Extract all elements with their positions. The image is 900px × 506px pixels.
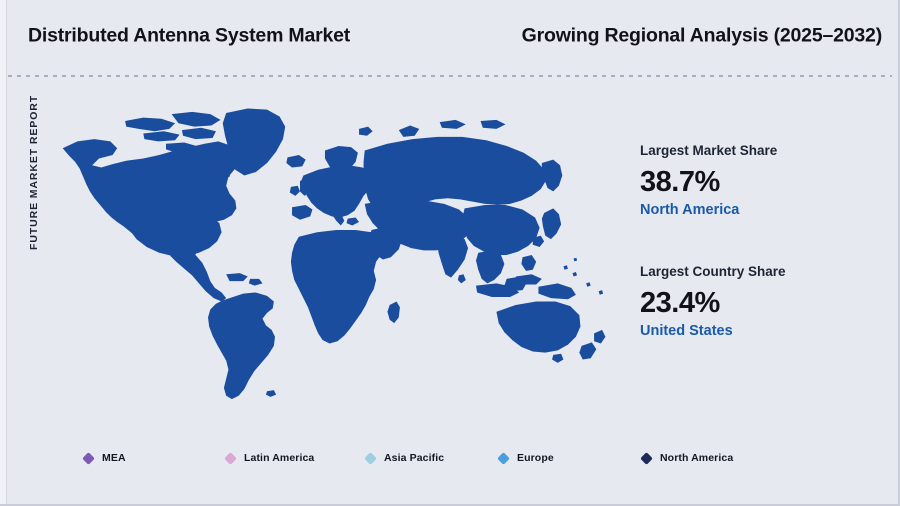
landmass-scandinavia: [324, 145, 358, 176]
stat-largest-country-share: Largest Country Share 23.4% United State…: [640, 264, 786, 339]
landmass-southeast-asia: [475, 250, 505, 284]
landmass-great-britain: [299, 176, 313, 196]
stat-value: 23.4%: [640, 287, 720, 319]
page-title: Distributed Antenna System Market: [28, 24, 351, 47]
legend-label: MEA: [102, 452, 126, 464]
landmass-japan-south: [532, 235, 545, 248]
legend-swatch-icon: [497, 451, 510, 465]
landmass-madagascar: [387, 301, 400, 324]
landmass-arctic-islands-3: [143, 131, 180, 142]
landmass-ireland: [289, 185, 300, 196]
landmass-kamchatka: [541, 159, 563, 192]
landmass-japan: [541, 208, 562, 240]
stat-value: 38.7%: [640, 166, 720, 198]
legend-item-europe[interactable]: Europe: [497, 448, 554, 468]
world-map-svg: [62, 108, 606, 400]
landmass-south-america: [208, 292, 276, 400]
landmass-africa: [290, 229, 387, 344]
landmass-severnaya: [480, 119, 506, 129]
landmass-new-zealand-s: [579, 342, 597, 360]
landmass-arctic-islands-7: [169, 158, 199, 169]
landmass-arctic-islands-6: [195, 147, 227, 158]
landmass-arctic-islands-4: [181, 127, 216, 140]
map-land-group: [62, 108, 606, 400]
landmass-europe: [301, 165, 374, 218]
landmass-arctic-islands-1: [125, 117, 176, 132]
legend-item-latin-america[interactable]: Latin America: [224, 448, 315, 468]
legend-item-mea[interactable]: MEA: [82, 448, 126, 468]
left-edge-strip: [0, 0, 7, 504]
landmass-russia: [363, 136, 547, 212]
map-legend: MEA Latin America Asia Pacific Europe No…: [82, 448, 784, 468]
landmass-east-asia: [462, 205, 540, 255]
stat-label: Largest Country Share: [640, 264, 786, 279]
landmass-arctic-islands-5: [165, 142, 197, 153]
legend-swatch-icon: [224, 451, 237, 465]
legend-label: North America: [660, 452, 734, 464]
landmass-philippines: [521, 254, 537, 271]
world-map: [58, 96, 626, 406]
landmass-borneo: [504, 276, 528, 292]
landmass-italy: [330, 206, 345, 226]
stat-region: United States: [640, 323, 733, 340]
landmass-iceland: [286, 155, 306, 168]
header: Distributed Antenna System Market Growin…: [8, 0, 898, 76]
landmass-arabia: [369, 226, 403, 260]
landmass-svalbard: [359, 126, 373, 136]
landmass-australia: [496, 301, 581, 353]
legend-item-asia-pacific[interactable]: Asia Pacific: [364, 448, 445, 468]
landmass-arctic-islands-2: [171, 111, 221, 127]
header-subtitle: Growing Regional Analysis (2025–2032): [521, 24, 883, 47]
landmass-new-zealand-n: [594, 329, 606, 344]
legend-label: Europe: [517, 452, 554, 464]
legend-label: Asia Pacific: [384, 452, 445, 464]
landmass-mexico: [169, 250, 227, 302]
landmass-falklands: [265, 390, 277, 397]
brand-watermark-label: FUTURE MARKET REPORT: [28, 94, 40, 250]
landmass-new-guinea: [538, 283, 576, 300]
landmass-caribbean-1: [226, 273, 248, 282]
legend-item-north-america[interactable]: North America: [640, 448, 734, 468]
landmass-sri-lanka: [457, 274, 466, 284]
landmass-usa-contiguous: [126, 212, 222, 257]
landmass-caribbean-2: [248, 278, 263, 286]
landmass-med-islands: [346, 217, 360, 226]
stat-largest-market-share: Largest Market Share 38.7% North America: [640, 143, 777, 218]
legend-label: Latin America: [244, 452, 315, 464]
landmass-greenland: [222, 108, 286, 176]
legend-swatch-icon: [364, 451, 377, 465]
landmass-novaya-zemlya: [398, 125, 420, 137]
legend-swatch-icon: [82, 451, 95, 465]
landmass-tasmania: [552, 353, 564, 363]
stat-label: Largest Market Share: [640, 143, 778, 158]
stat-region: North America: [640, 202, 740, 219]
header-divider: [8, 75, 892, 77]
landmass-india: [437, 234, 469, 278]
landmass-baffin: [197, 161, 232, 183]
landmass-arctic-russia-islands: [439, 119, 466, 129]
landmass-iberia: [292, 205, 313, 220]
legend-swatch-icon: [640, 451, 653, 465]
